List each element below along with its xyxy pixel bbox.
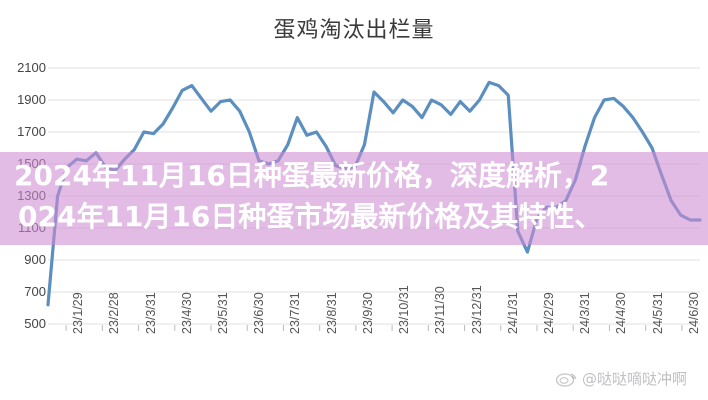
overlay-caption-line-1: 2024年11月16日种蛋最新价格，深度解析，2: [14, 159, 610, 192]
x-axis-tick-label: 24/5/31: [650, 292, 665, 334]
y-axis-tick-label: 1700: [17, 124, 46, 139]
x-axis-tick-label: 24/3/31: [578, 292, 593, 334]
x-axis-tick-label: 23/2/28: [107, 292, 122, 334]
y-axis-tick-label: 2100: [17, 60, 46, 75]
chart-title: 蛋鸡淘汰出栏量: [273, 18, 435, 43]
weibo-handle: @哒哒嘀哒冲啊: [582, 370, 688, 388]
x-axis-tick-label: 23/12/31: [469, 285, 484, 334]
x-axis-tick-label: 23/5/31: [216, 292, 230, 334]
x-axis-tick-label: 24/6/30: [686, 292, 701, 334]
x-axis-tick-label: 23/10/31: [397, 285, 412, 334]
data-series-line: [46, 80, 702, 307]
x-axis-tick-label: 23/8/31: [324, 292, 339, 334]
y-axis-tick-label: 700: [24, 284, 46, 299]
y-axis-tick-label: 900: [24, 252, 46, 267]
weibo-icon: [556, 371, 578, 387]
weibo-watermark: @哒哒嘀哒冲啊: [556, 368, 687, 389]
x-axis-tick-label: 23/11/30: [433, 286, 448, 334]
x-axis-tick-label: 23/1/29: [71, 292, 86, 334]
y-axis-tick-label: 1900: [17, 92, 46, 107]
overlay-caption-line-2: 024年11月16日种蛋市场最新价格及其特性、: [18, 200, 603, 233]
y-axis-tick-label: 500: [24, 316, 46, 331]
x-axis-tick-label: 23/4/30: [179, 292, 194, 334]
x-axis-tick-label: 24/4/30: [614, 292, 629, 334]
x-axis-tick-label: 23/7/31: [288, 292, 303, 334]
x-axis-tick-label: 24/2/29: [542, 292, 556, 334]
overlay-caption-band: 2024年11月16日种蛋最新价格，深度解析，2 024年11月16日种蛋市场最…: [0, 152, 708, 245]
x-axis-tick-label: 24/1/31: [505, 292, 520, 334]
x-axis-tick-label: 23/9/30: [360, 292, 375, 334]
axis-tick-marks: [65, 325, 683, 331]
x-axis-tick-label: 23/6/30: [252, 292, 267, 334]
x-axis-tick-label: 23/3/31: [143, 292, 158, 334]
